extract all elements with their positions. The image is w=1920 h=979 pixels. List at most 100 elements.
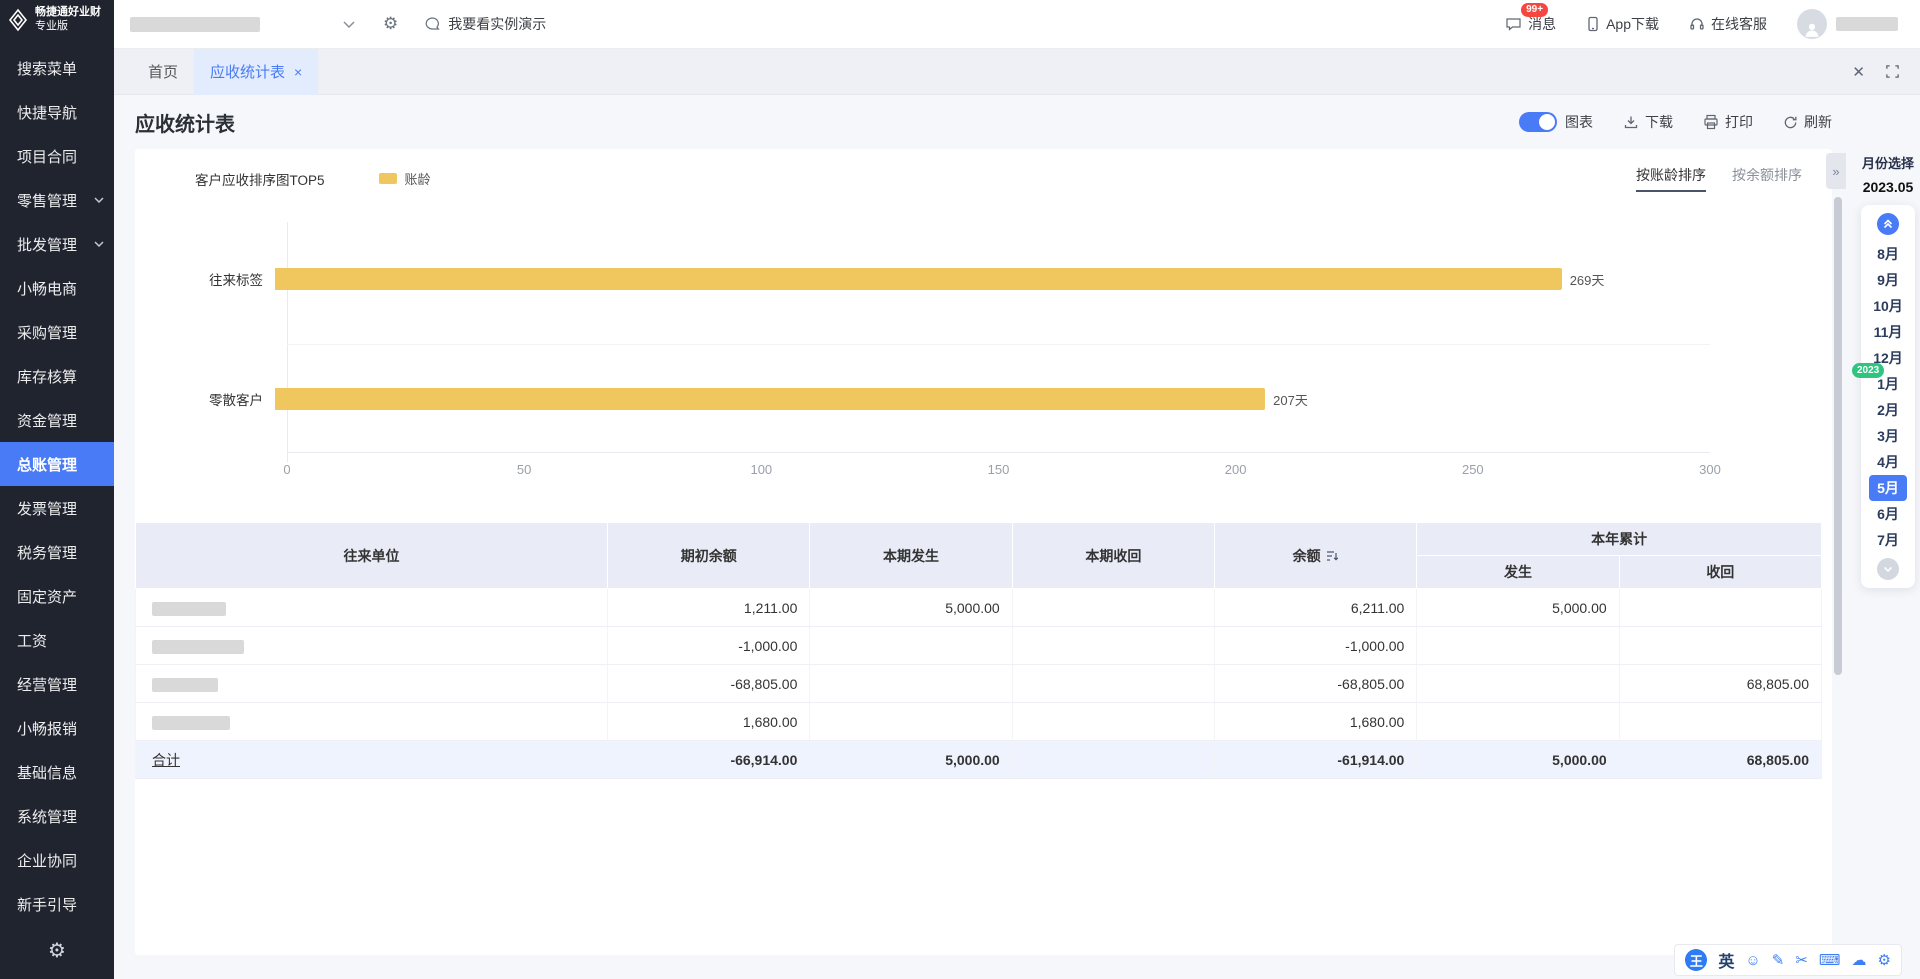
sidebar-item-inventory-accounting[interactable]: 库存核算 [17, 368, 78, 386]
col-header-balance[interactable]: 余额 [1214, 522, 1418, 589]
sidebar-item-enterprise-collab[interactable]: 企业协同 [17, 852, 78, 870]
sidebar-item-fixed-assets[interactable]: 固定资产 [17, 588, 78, 606]
sidebar-item-funds-mgmt[interactable]: 资金管理 [17, 412, 78, 430]
receivable-bar-chart: 往来标签 269天 零散客户 207天 0 [135, 194, 1832, 496]
ime-logo-icon[interactable]: 王 [1685, 949, 1708, 971]
table-row[interactable]: -1,000.00 -1,000.00 [134, 626, 1823, 665]
ime-settings-gear-icon[interactable]: ⚙ [1877, 952, 1891, 969]
month-item[interactable]: 4月 [1877, 454, 1899, 470]
table-row[interactable]: -68,805.00 -68,805.00 68,805.00 [134, 664, 1823, 703]
toggle-switch-icon[interactable] [1519, 112, 1557, 132]
sidebar-item-business-mgmt[interactable]: 经营管理 [17, 676, 78, 694]
customer-name-cell[interactable] [134, 664, 609, 703]
online-support-button[interactable]: 在线客服 [1689, 14, 1767, 34]
receivable-table: 往来单位 期初余额 本期发生 本期收回 余额 本年累计 发生 收回 [134, 522, 1823, 779]
sidebar-item-system-mgmt[interactable]: 系统管理 [17, 808, 78, 826]
collapse-panel-handle[interactable]: » [1826, 153, 1846, 189]
month-item[interactable]: 11月 [1873, 324, 1903, 340]
sidebar-item-retail-mgmt[interactable]: 零售管理 [0, 178, 114, 222]
chart-toggle[interactable]: 图表 [1519, 112, 1593, 132]
bar-segment[interactable] [275, 268, 1562, 290]
month-item[interactable]: 3月 [1877, 428, 1899, 444]
month-item[interactable]: 8月 [1877, 246, 1899, 262]
app-download-button[interactable]: App下载 [1586, 14, 1659, 34]
month-item[interactable]: 12月 [1873, 350, 1903, 366]
workspace-gear-icon[interactable]: ⚙ [383, 14, 399, 33]
person-icon [1805, 23, 1819, 37]
col-header-current: 本期发生 [809, 522, 1013, 589]
sidebar-item-payroll[interactable]: 工资 [17, 632, 48, 650]
keyboard-icon[interactable]: ⌨ [1818, 952, 1841, 969]
sidebar-item-basic-info[interactable]: 基础信息 [17, 764, 78, 782]
table-cell [1012, 740, 1216, 779]
refresh-button[interactable]: 刷新 [1783, 112, 1832, 132]
table-row[interactable]: 1,211.00 5,000.00 6,211.00 5,000.00 [134, 588, 1823, 627]
col-header-received: 本期收回 [1011, 522, 1216, 589]
axis-tick: 100 [750, 462, 773, 477]
chat-bubble-icon [1506, 18, 1521, 31]
sidebar-item-invoice-mgmt[interactable]: 发票管理 [17, 500, 78, 518]
sidebar-item-quick-nav[interactable]: 快捷导航 [17, 104, 78, 122]
month-item-active[interactable]: 5月 [1869, 475, 1907, 501]
sidebar-settings-gear-icon[interactable]: ⚙ [48, 940, 66, 962]
close-tab-icon[interactable]: ✕ [1852, 63, 1865, 81]
bar-segment[interactable] [275, 388, 1266, 410]
sidebar-menu: 搜索菜单 快捷导航 项目合同 零售管理 批发管理 小畅电商 采购管理 库存核算 … [0, 40, 114, 926]
sidebar-item-ecommerce[interactable]: 小畅电商 [17, 280, 78, 298]
download-button[interactable]: 下载 [1623, 112, 1673, 132]
scissors-icon[interactable]: ✂ [1795, 952, 1808, 969]
table-cell: 5,000.00 [1416, 740, 1620, 779]
fullscreen-icon[interactable] [1885, 64, 1900, 79]
download-icon [1624, 116, 1638, 129]
tab-close-icon[interactable]: × [294, 63, 303, 80]
sidebar-item-expense[interactable]: 小畅报销 [17, 720, 78, 738]
sidebar-item-project-contract[interactable]: 项目合同 [17, 148, 78, 166]
sidebar-item-tax-mgmt[interactable]: 税务管理 [17, 544, 78, 562]
pen-icon[interactable]: ✎ [1771, 952, 1785, 969]
sidebar-item-purchase-mgmt[interactable]: 采购管理 [17, 324, 78, 342]
user-avatar[interactable] [1797, 9, 1827, 39]
table-cell [1416, 702, 1620, 741]
table-cell: 5,000.00 [809, 740, 1013, 779]
sort-by-balance-button[interactable]: 按余额排序 [1732, 167, 1802, 183]
sidebar-item-search-menu[interactable]: 搜索菜单 [17, 60, 78, 78]
customer-name-cell[interactable] [134, 702, 609, 741]
print-button[interactable]: 打印 [1703, 112, 1753, 132]
month-item[interactable]: 10月 [1873, 298, 1903, 314]
table-cell: 1,211.00 [607, 588, 811, 627]
customer-name-cell[interactable] [134, 588, 609, 627]
tab-receivable-stats[interactable]: 应收统计表 × [194, 48, 319, 95]
cloud-icon[interactable]: ☁ [1851, 952, 1867, 969]
table-row[interactable]: 1,680.00 1,680.00 [134, 702, 1823, 741]
emoji-icon[interactable]: ☺ [1745, 951, 1761, 969]
table-cell [1619, 626, 1823, 665]
sort-icon[interactable] [1326, 550, 1339, 562]
scroll-months-down-icon[interactable] [1877, 558, 1899, 580]
table-cell [1012, 702, 1216, 741]
scroll-months-up-icon[interactable] [1877, 213, 1899, 235]
customer-name-cell[interactable] [134, 626, 609, 665]
table-cell [1619, 588, 1823, 627]
ime-language-toggle[interactable]: 英 [1718, 954, 1735, 971]
demo-link[interactable]: 我要看实例演示 [424, 14, 546, 34]
month-item[interactable]: 9月 [1877, 272, 1899, 288]
month-item[interactable]: 1月 [1877, 376, 1899, 392]
table-cell: 68,805.00 [1619, 740, 1823, 779]
month-item[interactable]: 2月 [1877, 402, 1899, 418]
vertical-scrollbar[interactable] [1834, 197, 1842, 675]
tab-home[interactable]: 首页 [148, 64, 179, 81]
axis-tick: 0 [283, 462, 291, 477]
table-cell: -66,914.00 [607, 740, 811, 779]
brand-name: 畅捷通好业财 [35, 6, 101, 19]
messages-button[interactable]: 99+ 消息 [1505, 3, 1556, 34]
table-cell: 5,000.00 [1416, 588, 1620, 627]
month-item[interactable]: 7月 [1877, 532, 1899, 548]
brand-edition: 专业版 [35, 20, 68, 32]
sidebar-item-wholesale-mgmt[interactable]: 批发管理 [0, 222, 114, 266]
total-label[interactable]: 合计 [152, 751, 180, 768]
month-item[interactable]: 6月 [1877, 506, 1899, 522]
organization-selector[interactable] [130, 16, 355, 32]
sidebar-item-beginner-guide[interactable]: 新手引导 [17, 896, 78, 914]
sidebar-item-general-ledger[interactable]: 总账管理 [0, 442, 114, 486]
sort-by-age-button[interactable]: 按账龄排序 [1636, 165, 1706, 192]
